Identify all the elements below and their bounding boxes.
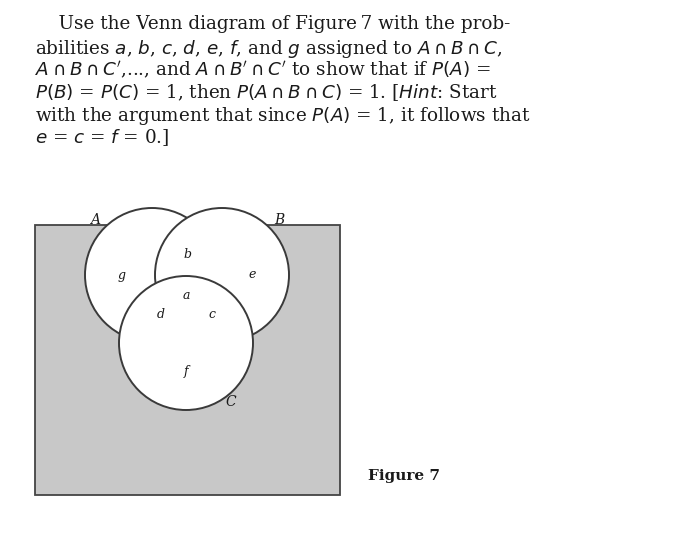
Text: Use the Venn diagram of Figure 7 with the prob-: Use the Venn diagram of Figure 7 with th… xyxy=(35,15,510,33)
Text: with the argument that since $P(A)$ = 1, it follows that: with the argument that since $P(A)$ = 1,… xyxy=(35,105,531,127)
Text: d: d xyxy=(157,307,165,320)
Text: C: C xyxy=(225,395,237,409)
Circle shape xyxy=(155,208,289,342)
Text: B: B xyxy=(274,213,284,227)
Text: g: g xyxy=(118,268,126,281)
Bar xyxy=(35,225,340,495)
Text: A: A xyxy=(90,213,100,227)
Circle shape xyxy=(85,208,219,342)
Text: $A\cap B\cap C'$,..., and $A\cap B'\cap C'$ to show that if $P(A)$ =: $A\cap B\cap C'$,..., and $A\cap B'\cap … xyxy=(35,60,491,81)
Text: c: c xyxy=(209,307,216,320)
Text: $P(B)$ = $P(C)$ = 1, then $P(A\cap B\cap C)$ = 1. [$\it{Hint}$: Start: $P(B)$ = $P(C)$ = 1, then $P(A\cap B\cap… xyxy=(35,83,498,103)
Text: a: a xyxy=(183,289,190,302)
Text: Figure 7: Figure 7 xyxy=(368,469,440,483)
Text: b: b xyxy=(183,249,191,262)
Text: f: f xyxy=(183,364,188,377)
Text: e: e xyxy=(248,268,256,281)
Circle shape xyxy=(119,276,253,410)
Text: $e$ = $c$ = $f$ = 0.]: $e$ = $c$ = $f$ = 0.] xyxy=(35,128,169,148)
Text: abilities $a$, $b$, $c$, $d$, $e$, $f$, and $g$ assigned to $A\cap B\cap C$,: abilities $a$, $b$, $c$, $d$, $e$, $f$, … xyxy=(35,37,503,60)
